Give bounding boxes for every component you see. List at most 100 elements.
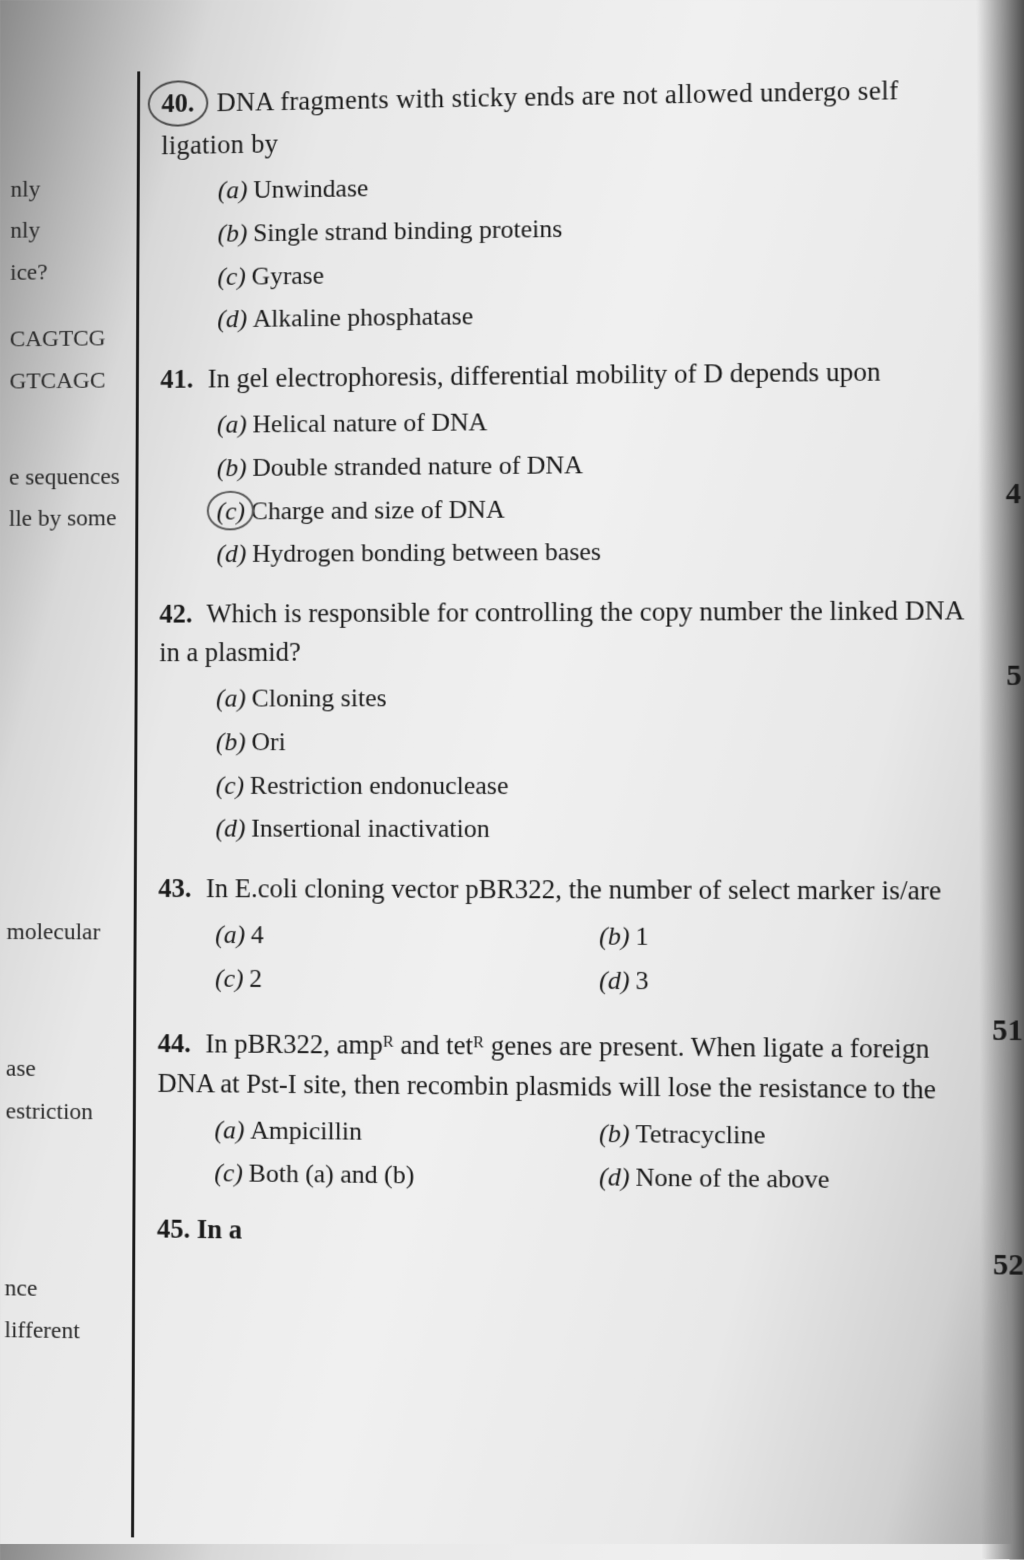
option-label: (a) bbox=[214, 1115, 244, 1144]
vertical-divider bbox=[131, 71, 140, 1537]
option-text: 2 bbox=[249, 964, 262, 993]
option-label: (b) bbox=[216, 727, 246, 756]
option-b: (b)Double stranded nature of DNA bbox=[217, 443, 990, 487]
left-text: estriction bbox=[6, 1092, 124, 1131]
left-text: ase bbox=[6, 1050, 124, 1089]
option-text: Single strand binding proteins bbox=[253, 214, 562, 247]
question-number: 44. bbox=[158, 1025, 191, 1064]
option-text: Insertional inactivation bbox=[251, 814, 490, 843]
question-40: 40. DNA fragments with sticky ends are n… bbox=[161, 66, 989, 339]
left-group-5: ase estriction bbox=[6, 1050, 124, 1131]
left-text: CAGTCG bbox=[10, 320, 127, 359]
question-number: 41. bbox=[160, 360, 193, 399]
question-number: 42. bbox=[159, 595, 192, 634]
question-number: 40. bbox=[148, 80, 208, 127]
question-41: 41. In gel electrophoresis, differential… bbox=[160, 351, 990, 573]
option-text: Gyrase bbox=[252, 261, 324, 291]
question-text: Which is responsible for controlling the… bbox=[159, 595, 963, 667]
option-a: (a)4 bbox=[215, 916, 599, 955]
question-43: 43. In E.coli cloning vector pBR322, the… bbox=[158, 869, 991, 1008]
option-text: Tetracycline bbox=[636, 1119, 766, 1150]
next-page-number: 4 bbox=[1006, 477, 1021, 511]
question-text: In E.coli cloning vector pBR322, the num… bbox=[206, 873, 941, 905]
options-list: (a)Helical nature of DNA (b)Double stran… bbox=[216, 399, 989, 573]
left-text: lle by some bbox=[9, 500, 126, 539]
option-label: (c) bbox=[217, 262, 245, 291]
next-page-number: 52 bbox=[993, 1248, 1024, 1283]
left-group-1: nly nly ice? bbox=[10, 169, 127, 291]
option-label: (d) bbox=[215, 814, 245, 843]
option-text: Helical nature of DNA bbox=[253, 408, 488, 439]
option-b: (b)Tetracycline bbox=[599, 1114, 992, 1156]
option-text: Ampicillin bbox=[250, 1115, 362, 1145]
option-d: (d)3 bbox=[599, 961, 991, 1001]
option-text: Alkaline phosphatase bbox=[253, 302, 473, 333]
option-text: Hydrogen bonding between bases bbox=[252, 537, 601, 568]
option-d: (d)Hydrogen bonding between bases bbox=[216, 531, 989, 573]
option-label: (a) bbox=[217, 410, 247, 439]
option-text: Ori bbox=[252, 727, 286, 756]
option-text: Unwindase bbox=[253, 174, 368, 204]
option-c: (c)Gyrase bbox=[217, 248, 988, 296]
options-list: (a)Cloning sites (b)Ori (c)Restriction e… bbox=[215, 678, 990, 849]
options-list: (a)Ampicillin (b)Tetracycline (c)Both (a… bbox=[214, 1111, 991, 1207]
option-a: (a)Cloning sites bbox=[216, 678, 990, 717]
question-number: 43. bbox=[158, 869, 191, 908]
option-text: Double stranded nature of DNA bbox=[252, 450, 583, 481]
option-text: 3 bbox=[636, 966, 649, 995]
main-content: 40. DNA fragments with sticky ends are n… bbox=[157, 66, 992, 1282]
question-text: DNA fragments with sticky ends are not a… bbox=[161, 75, 898, 160]
option-a: (a)Ampicillin bbox=[214, 1111, 599, 1152]
option-text: Cloning sites bbox=[252, 684, 387, 713]
left-text: nce bbox=[5, 1269, 123, 1309]
left-margin-column: nly nly ice? CAGTCG GTCAGC e sequences l… bbox=[4, 150, 127, 1412]
left-group-3: e sequences lle by some bbox=[9, 458, 126, 538]
question-text: In gel electrophoresis, differential mob… bbox=[208, 357, 881, 394]
option-c: (c)Charge and size of DNA bbox=[217, 487, 990, 530]
question-42: 42. Which is responsible for controlling… bbox=[158, 591, 990, 849]
option-text: Both (a) and (b) bbox=[249, 1159, 415, 1190]
option-b: (b)1 bbox=[599, 918, 991, 958]
option-label: (c) bbox=[217, 496, 245, 525]
next-page-number: 51 bbox=[992, 1013, 1023, 1048]
option-text: Charge and size of DNA bbox=[251, 494, 505, 525]
option-label: (d) bbox=[217, 305, 247, 334]
option-label: (b) bbox=[599, 922, 629, 951]
option-label: (c) bbox=[214, 1159, 243, 1188]
option-text: Restriction endonuclease bbox=[250, 771, 509, 800]
next-page-number: 5 bbox=[1006, 659, 1021, 693]
question-text: In pBR322, ampᴿ and tetᴿ genes are prese… bbox=[157, 1029, 936, 1104]
question-44: 44. In pBR322, ampᴿ and tetᴿ genes are p… bbox=[157, 1025, 992, 1207]
option-label: (b) bbox=[599, 1119, 630, 1149]
option-label: (b) bbox=[217, 453, 247, 482]
options-list: (a)4 (b)1 (c)2 (d)3 bbox=[215, 916, 991, 1008]
left-text: lifferent bbox=[4, 1312, 122, 1352]
left-text: ice? bbox=[10, 253, 127, 292]
question-45-partial: 45. In a bbox=[157, 1210, 992, 1260]
option-label: (a) bbox=[216, 684, 246, 713]
left-group-6: nce lifferent bbox=[4, 1269, 122, 1351]
option-d: (d)Insertional inactivation bbox=[215, 810, 990, 849]
left-text: nly bbox=[10, 211, 127, 250]
option-c: (c)Both (a) and (b) bbox=[214, 1155, 599, 1197]
options-list: (a)Unwindase (b)Single strand binding pr… bbox=[217, 160, 989, 338]
option-text: None of the above bbox=[636, 1163, 830, 1194]
textbook-page: nly nly ice? CAGTCG GTCAGC e sequences l… bbox=[3, 0, 1024, 1560]
option-d: (d)None of the above bbox=[599, 1159, 992, 1201]
left-text: molecular bbox=[7, 913, 124, 952]
option-a: (a)Unwindase bbox=[218, 160, 989, 209]
left-text: e sequences bbox=[9, 458, 126, 497]
left-group-2: CAGTCG GTCAGC bbox=[9, 320, 126, 401]
left-text: nly bbox=[10, 169, 127, 208]
option-label: (d) bbox=[216, 539, 246, 568]
option-text: 1 bbox=[636, 922, 649, 951]
option-c: (c)2 bbox=[215, 960, 599, 1000]
option-c: (c)Restriction endonuclease bbox=[216, 767, 991, 805]
option-label: (d) bbox=[599, 1163, 630, 1193]
option-b: (b)Ori bbox=[216, 722, 990, 760]
option-d: (d)Alkaline phosphatase bbox=[217, 291, 989, 338]
page-curl-shadow bbox=[977, 0, 1024, 1560]
option-a: (a)Helical nature of DNA bbox=[217, 399, 989, 444]
option-b: (b)Single strand binding proteins bbox=[218, 204, 989, 252]
option-label: (c) bbox=[215, 964, 244, 993]
